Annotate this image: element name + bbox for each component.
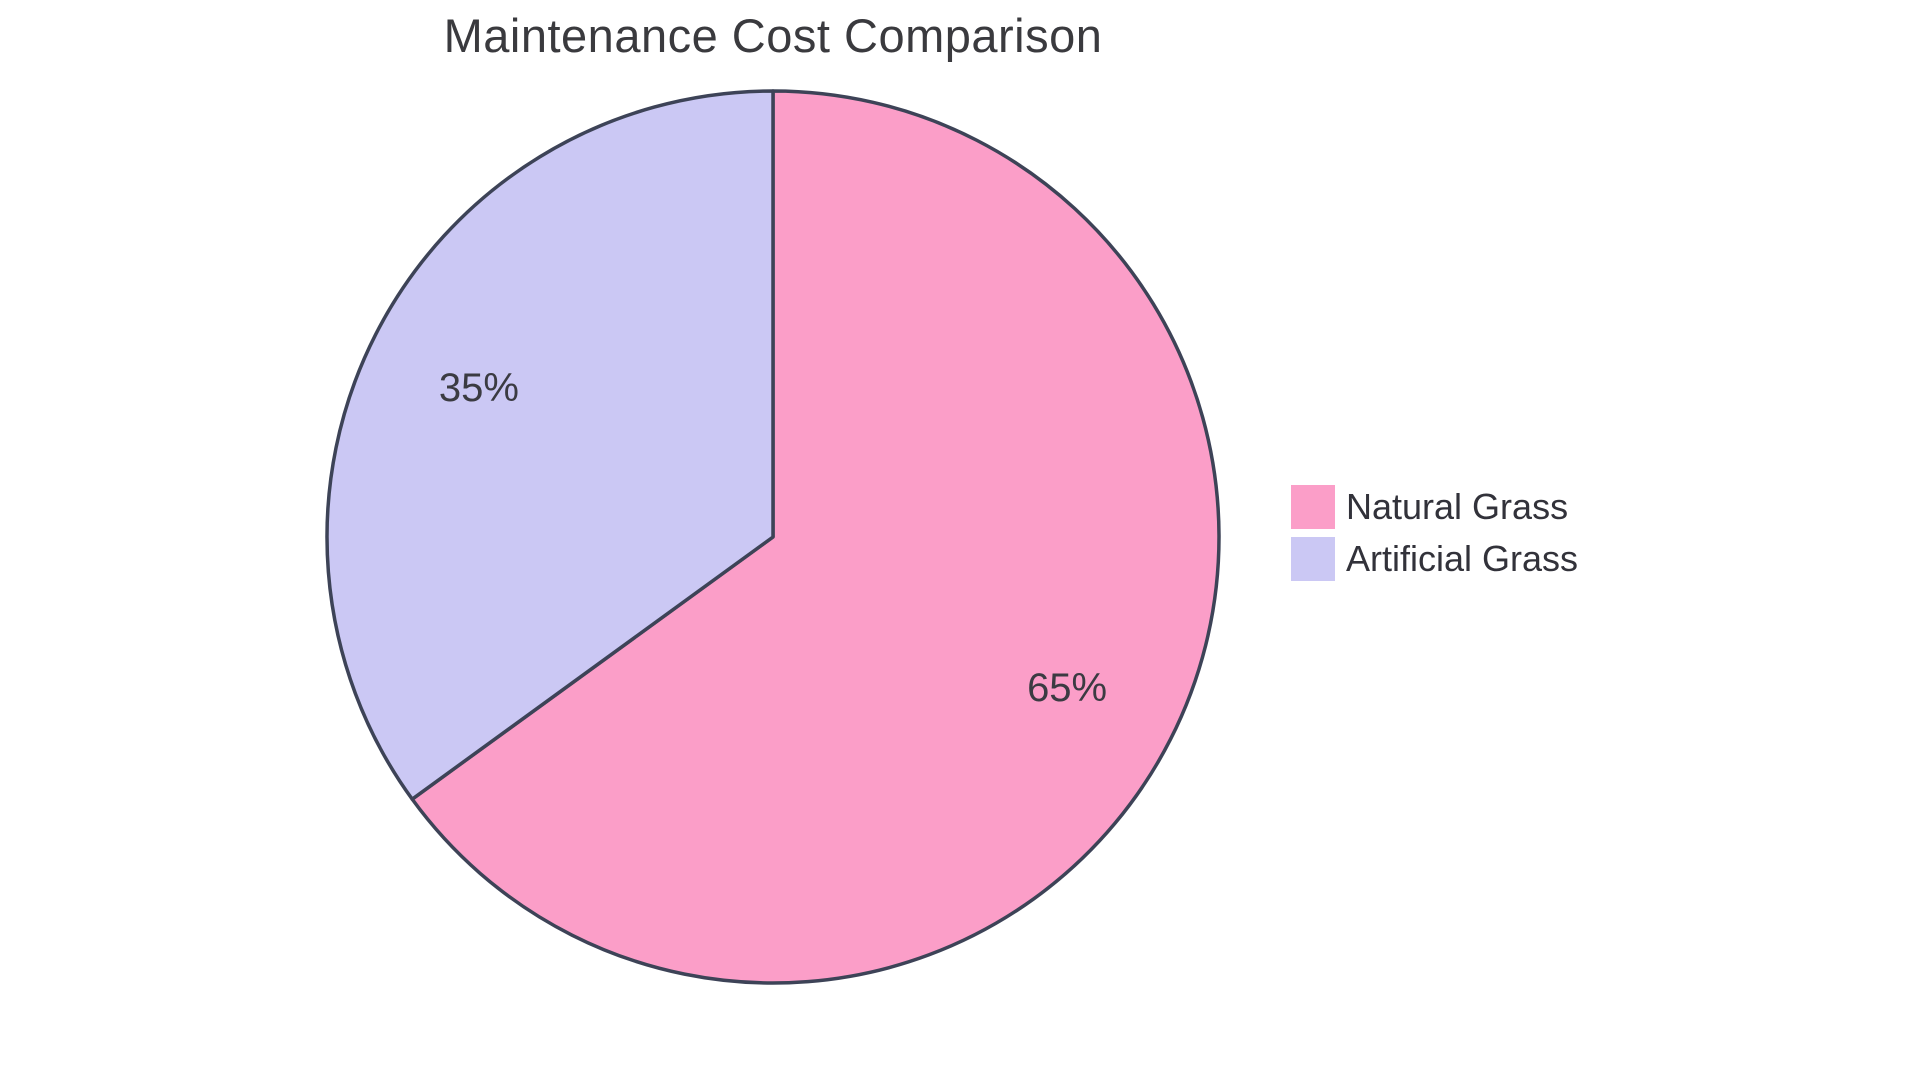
legend-item-artificial-grass[interactable]: Artificial Grass — [1291, 537, 1578, 581]
legend: Natural Grass Artificial Grass — [1291, 485, 1578, 581]
chart-title: Maintenance Cost Comparison — [443, 9, 1103, 62]
pie-slice-natural-grass[interactable] — [410, 89, 1221, 985]
slice-value-label-artificial-grass: 35% — [439, 366, 519, 410]
legend-item-label: Artificial Grass — [1346, 538, 1579, 579]
legend-swatch-natural-grass — [1291, 485, 1335, 529]
legend-swatch-artificial-grass — [1291, 537, 1335, 581]
pie-slice-artificial-grass[interactable] — [325, 89, 775, 801]
legend-item-natural-grass[interactable]: Natural Grass — [1291, 485, 1578, 529]
legend-item-label: Natural Grass — [1346, 486, 1569, 527]
slice-value-label-natural-grass: 65% — [1027, 666, 1107, 710]
